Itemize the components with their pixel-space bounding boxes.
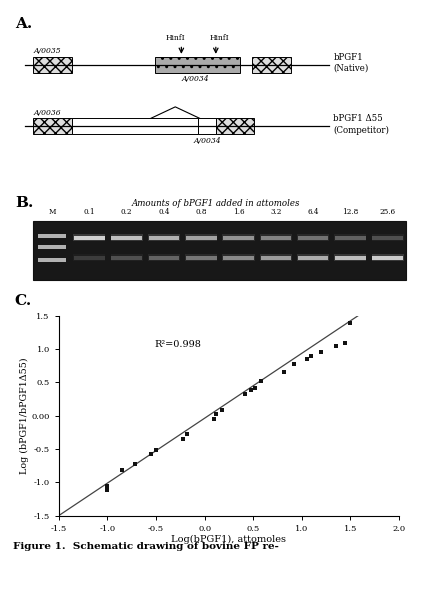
Bar <box>149 235 179 240</box>
Point <box>308 351 315 361</box>
Text: A/0034: A/0034 <box>182 75 209 83</box>
Text: B.: B. <box>15 196 34 210</box>
Bar <box>73 254 106 261</box>
Text: 0.4: 0.4 <box>158 208 170 216</box>
Bar <box>148 234 180 241</box>
Bar <box>148 254 180 261</box>
Bar <box>73 234 106 241</box>
Text: Amounts of bPGF1 added in attomoles: Amounts of bPGF1 added in attomoles <box>132 199 300 208</box>
Y-axis label: Log (bPGF1/bPGF1Δ55): Log (bPGF1/bPGF1Δ55) <box>20 358 29 474</box>
Text: 0.8: 0.8 <box>195 208 207 216</box>
Point <box>104 486 111 495</box>
Point <box>303 355 310 364</box>
Text: Figure 1.  Schematic drawing of bovine FP re-: Figure 1. Schematic drawing of bovine FP… <box>13 542 279 551</box>
Bar <box>185 234 217 241</box>
Point <box>211 414 218 424</box>
Point <box>252 383 259 393</box>
Point <box>213 409 220 419</box>
Bar <box>186 256 217 260</box>
Bar <box>186 235 217 240</box>
Bar <box>334 234 367 241</box>
Bar <box>222 254 255 261</box>
Text: HinfI: HinfI <box>210 34 230 42</box>
Bar <box>198 118 216 134</box>
Point <box>131 459 138 468</box>
Text: bPGF1 Δ55
(Competitor): bPGF1 Δ55 (Competitor) <box>334 114 389 135</box>
Point <box>347 318 354 327</box>
Bar <box>260 254 292 261</box>
Point <box>184 430 191 439</box>
Text: 25.6: 25.6 <box>380 208 396 216</box>
Text: A/0036: A/0036 <box>33 108 61 117</box>
Point <box>248 386 255 395</box>
Bar <box>335 235 366 240</box>
Text: 3.2: 3.2 <box>270 208 282 216</box>
Point <box>342 338 349 347</box>
Point <box>148 449 155 459</box>
Bar <box>335 256 366 260</box>
Bar <box>371 234 404 241</box>
Point <box>332 341 339 350</box>
Bar <box>371 254 404 261</box>
Point <box>153 446 160 455</box>
Text: R²=0.998: R²=0.998 <box>154 340 201 349</box>
Text: M: M <box>48 208 56 216</box>
Bar <box>298 235 328 240</box>
Point <box>290 359 297 368</box>
Bar <box>297 234 329 241</box>
Bar <box>223 235 254 240</box>
Point <box>180 434 187 444</box>
Text: 1.6: 1.6 <box>233 208 244 216</box>
Point <box>242 390 249 399</box>
X-axis label: Log(bPGF1), attomoles: Log(bPGF1), attomoles <box>171 535 286 545</box>
Bar <box>260 234 292 241</box>
Bar <box>38 234 66 238</box>
Bar <box>261 235 291 240</box>
Text: 12.8: 12.8 <box>342 208 358 216</box>
Bar <box>33 57 72 73</box>
Bar <box>74 256 105 260</box>
Point <box>218 406 225 415</box>
Bar <box>111 256 142 260</box>
Bar <box>74 235 105 240</box>
Bar <box>216 118 254 134</box>
Point <box>258 376 265 386</box>
Bar <box>38 244 66 249</box>
Point <box>104 481 111 491</box>
Text: 6.4: 6.4 <box>307 208 319 216</box>
Bar <box>38 257 66 262</box>
Text: bPGF1
(Native): bPGF1 (Native) <box>334 53 369 73</box>
Bar <box>72 118 198 134</box>
Bar <box>372 235 403 240</box>
Bar <box>252 57 291 73</box>
Text: A.: A. <box>15 17 32 31</box>
Point <box>318 347 325 357</box>
Bar <box>149 256 179 260</box>
Bar <box>111 234 143 241</box>
Point <box>119 465 126 475</box>
Text: 0.2: 0.2 <box>121 208 133 216</box>
Text: HinfI: HinfI <box>165 34 185 42</box>
Bar <box>372 256 403 260</box>
Bar <box>261 256 291 260</box>
Text: C.: C. <box>15 294 32 308</box>
Bar <box>222 234 255 241</box>
Bar <box>33 221 406 280</box>
Text: 0.1: 0.1 <box>84 208 95 216</box>
Bar <box>111 235 142 240</box>
Bar <box>185 254 217 261</box>
Bar <box>297 254 329 261</box>
Bar <box>111 254 143 261</box>
Text: A/0035: A/0035 <box>33 47 61 55</box>
Bar <box>155 57 240 73</box>
Text: A/0034: A/0034 <box>194 136 221 145</box>
Bar <box>223 256 254 260</box>
Bar <box>298 256 328 260</box>
Bar <box>334 254 367 261</box>
Bar <box>33 118 72 134</box>
Point <box>281 368 288 377</box>
